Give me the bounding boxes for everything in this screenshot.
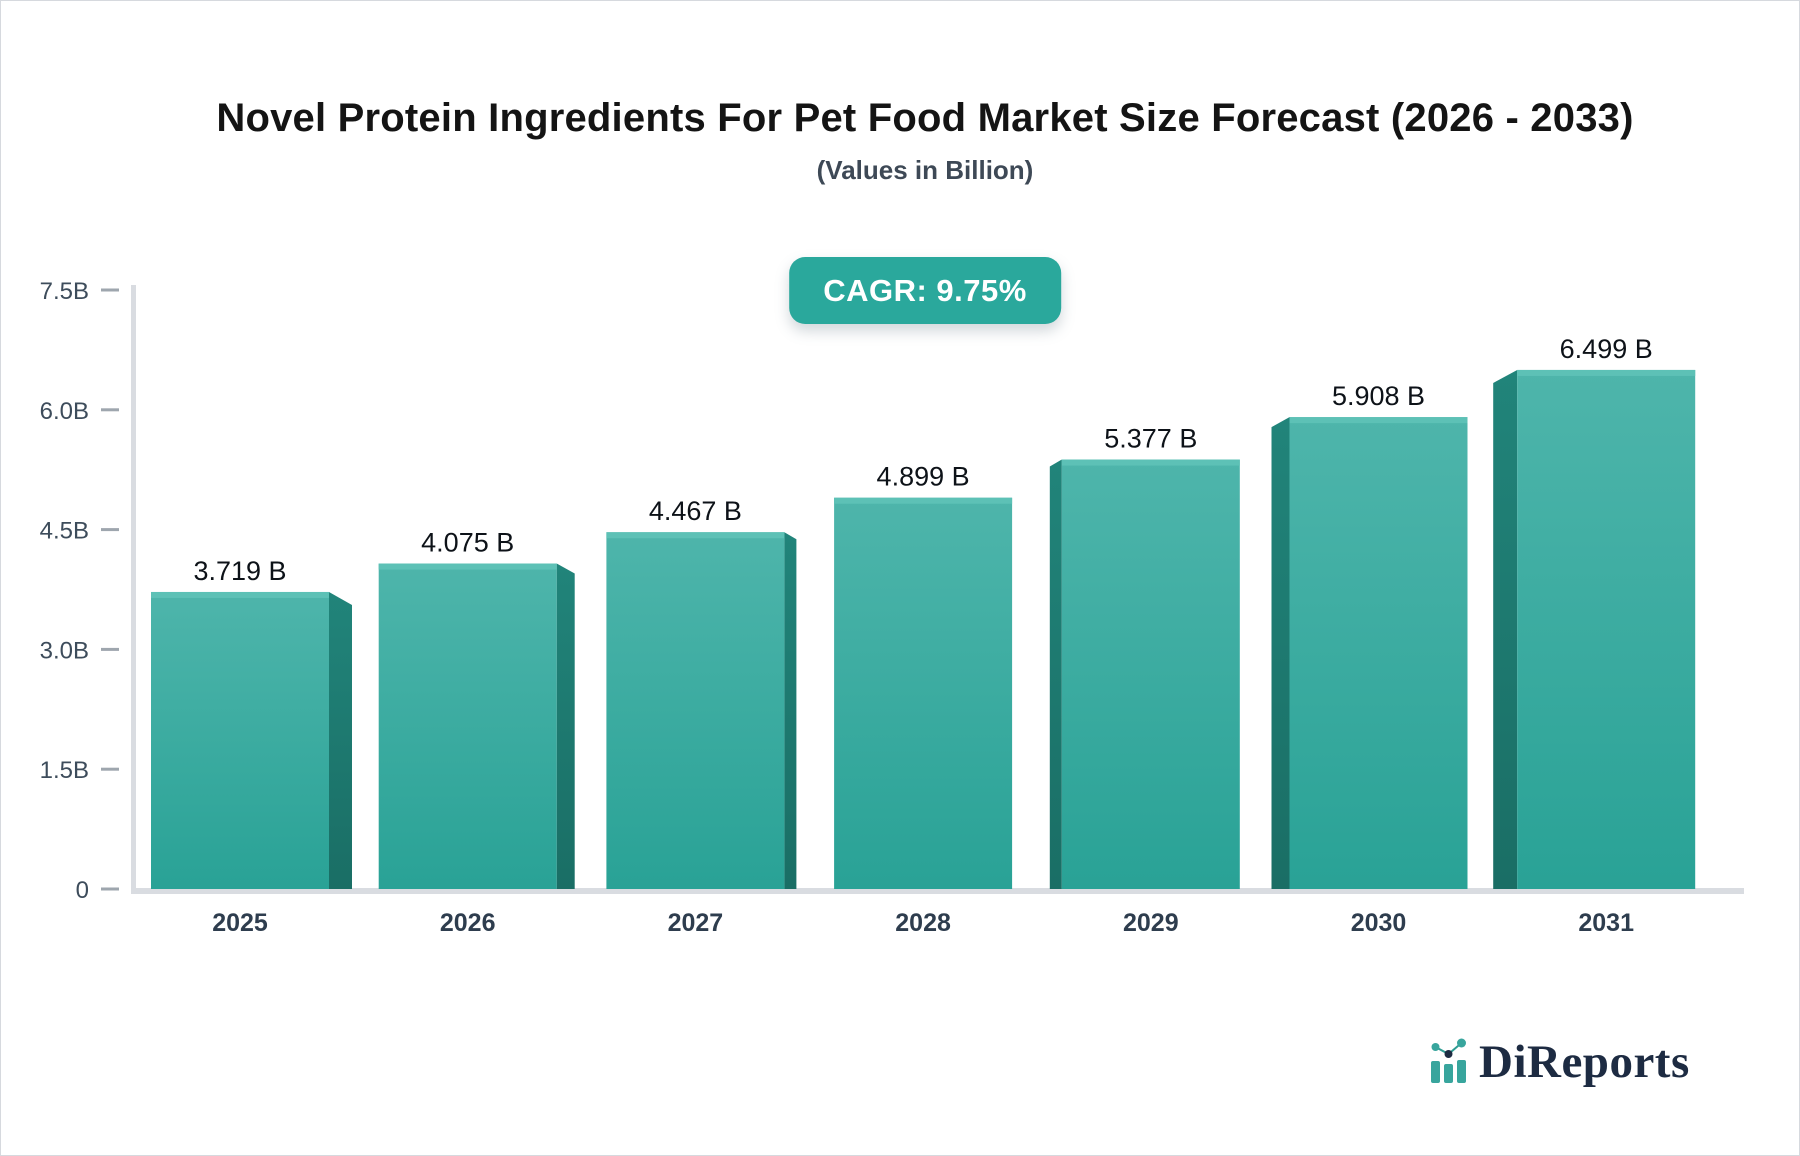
bar-2027 bbox=[606, 532, 797, 889]
bar-front-face bbox=[151, 591, 329, 889]
cagr-badge: CAGR: 9.75% bbox=[789, 257, 1061, 324]
bar-front-face bbox=[1289, 417, 1468, 889]
y-tick-mark bbox=[101, 288, 119, 292]
logo-dot bbox=[1444, 1050, 1453, 1058]
bar-side-face bbox=[556, 563, 575, 889]
bar-2029 bbox=[1049, 459, 1240, 889]
bar-value-label: 3.719 B bbox=[193, 556, 286, 586]
chart-header: Novel Protein Ingredients For Pet Food M… bbox=[1, 1, 1799, 186]
y-tick-label: 7.5B bbox=[40, 278, 89, 305]
x-axis-label: 2026 bbox=[440, 909, 496, 937]
bar-value-label: 5.377 B bbox=[1104, 424, 1197, 454]
logo-bar bbox=[1431, 1061, 1440, 1083]
bar-top-highlight bbox=[1517, 369, 1696, 376]
y-tick-label: 0 bbox=[76, 877, 89, 904]
bar-value-label: 4.467 B bbox=[649, 496, 742, 526]
direports-logo: DiReports bbox=[1423, 1033, 1690, 1087]
x-axis-label: 2025 bbox=[212, 909, 268, 937]
bar-side-face bbox=[1271, 417, 1290, 889]
bar-value-label: 5.908 B bbox=[1332, 381, 1425, 411]
bar-value-label: 4.075 B bbox=[421, 528, 514, 558]
direports-logo-icon bbox=[1431, 1038, 1466, 1083]
logo-bar bbox=[1444, 1064, 1453, 1083]
bar-value-label: 4.899 B bbox=[877, 462, 970, 492]
x-axis-label: 2027 bbox=[668, 909, 724, 937]
y-tick-label: 1.5B bbox=[40, 757, 89, 784]
bar-top-highlight bbox=[1061, 459, 1240, 466]
y-tick-label: 4.5B bbox=[40, 518, 89, 545]
y-tick-mark bbox=[101, 647, 119, 651]
bar-top-highlight bbox=[606, 532, 785, 539]
bar-2025 bbox=[151, 591, 352, 889]
y-tick-mark bbox=[101, 887, 119, 891]
y-tick-label: 3.0B bbox=[40, 637, 89, 664]
bar-front-face bbox=[1061, 459, 1240, 889]
x-axis-label: 2029 bbox=[1123, 909, 1179, 937]
bars-layer bbox=[151, 369, 1696, 889]
bar-side-face bbox=[1049, 459, 1062, 889]
x-axis-label: 2028 bbox=[895, 909, 951, 937]
bar-front-face bbox=[834, 497, 1013, 889]
bar-2031 bbox=[1493, 369, 1696, 889]
x-axis-label: 2030 bbox=[1351, 909, 1407, 937]
chart-subtitle: (Values in Billion) bbox=[816, 155, 1034, 185]
y-axis-line bbox=[131, 285, 136, 894]
bar-value-label: 6.499 B bbox=[1560, 334, 1653, 364]
bar-front-face bbox=[1517, 369, 1696, 889]
x-axis-label: 2031 bbox=[1578, 909, 1634, 937]
direports-logo-text: DiReports bbox=[1479, 1036, 1690, 1088]
axis-layer: 0 1.5B 3.0B 4.5B 6.0B 7.5B bbox=[40, 278, 1744, 904]
y-tick-mark bbox=[101, 528, 119, 532]
logo-dot bbox=[1457, 1038, 1466, 1048]
bar-2026 bbox=[378, 563, 575, 889]
bar-side-face bbox=[1493, 369, 1518, 889]
y-tick-mark bbox=[101, 767, 119, 771]
bar-top-highlight bbox=[151, 591, 329, 598]
bar-front-face bbox=[606, 532, 785, 889]
labels-layer: 3.719 B 2025 4.075 B 2026 4.467 B 2027 4.899 B… bbox=[193, 334, 1652, 937]
bar-top-highlight bbox=[1289, 417, 1468, 424]
bar-2028 bbox=[834, 497, 1013, 889]
bar-side-face bbox=[329, 591, 352, 889]
logo-dot bbox=[1431, 1043, 1440, 1051]
bar-top-highlight bbox=[378, 563, 557, 570]
bar-top-highlight bbox=[834, 497, 1013, 504]
chart-title: Novel Protein Ingredients For Pet Food M… bbox=[216, 96, 1634, 140]
x-axis-line bbox=[131, 888, 1744, 894]
y-tick-label: 6.0B bbox=[40, 398, 89, 425]
bar-side-face bbox=[784, 532, 797, 889]
logo-bar bbox=[1457, 1060, 1466, 1083]
bar-2030 bbox=[1271, 417, 1468, 889]
bar-front-face bbox=[378, 563, 557, 889]
y-tick-mark bbox=[101, 408, 119, 412]
